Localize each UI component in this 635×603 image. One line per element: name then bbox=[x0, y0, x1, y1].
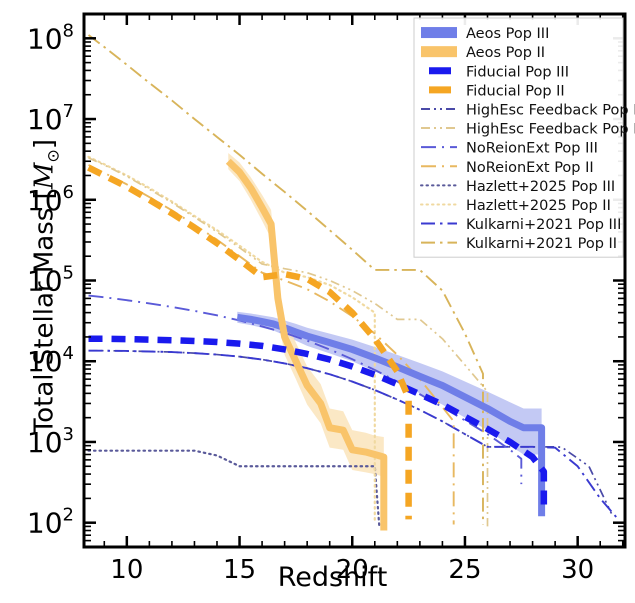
legend-label: Aeos Pop III bbox=[466, 26, 549, 42]
legend-label: NoReionExt Pop III bbox=[466, 141, 598, 157]
legend-label: Fiducial Pop II bbox=[466, 83, 565, 99]
legend-label: Fiducial Pop III bbox=[466, 64, 569, 80]
y-tick-label: 108 bbox=[27, 20, 74, 55]
legend-label: Aeos Pop II bbox=[466, 45, 545, 61]
y-tick-label: 107 bbox=[27, 101, 74, 136]
legend-swatch-band bbox=[421, 27, 457, 39]
legend-label: Kulkarni+2021 Pop III bbox=[466, 217, 621, 233]
band-aeos-pop-iii bbox=[237, 311, 542, 523]
curve-fiducial-pop-ii bbox=[87, 164, 412, 520]
curve-aeos-pop-ii bbox=[225, 158, 388, 531]
legend-frame bbox=[413, 17, 624, 258]
legend-group: Aeos Pop III Aeos Pop II Fiducial Pop III F… bbox=[413, 17, 635, 258]
y-axis-label: Total Stellar Mass [M⊙] bbox=[29, 139, 63, 435]
legend-swatch-band bbox=[421, 46, 457, 58]
x-tick-label: 20 bbox=[336, 555, 369, 585]
x-tick-label: 25 bbox=[448, 555, 481, 585]
band-aeos-pop-ii bbox=[228, 152, 384, 541]
x-axis-label: Redshift bbox=[277, 562, 388, 593]
legend-label: HighEsc Feedback Pop II bbox=[466, 122, 635, 138]
uncertainty-bands bbox=[228, 152, 542, 541]
curve-hazlett-2025-pop-ii bbox=[87, 155, 376, 524]
curve-aeos-pop-iii bbox=[236, 313, 546, 517]
curve-fiducial-pop-iii bbox=[88, 335, 548, 514]
curve-kulkarni-2021-pop-iii bbox=[88, 349, 619, 520]
x-tick-label: 15 bbox=[223, 555, 256, 585]
legend-label: Hazlett+2025 Pop II bbox=[466, 198, 611, 214]
legend-label: Hazlett+2025 Pop III bbox=[466, 179, 615, 195]
data-curves bbox=[87, 34, 619, 531]
legend-label: HighEsc Feedback Pop III bbox=[466, 102, 635, 118]
curve-kulkarni-2021-pop-ii bbox=[87, 34, 484, 525]
curve-noreionext-pop-iii bbox=[88, 294, 523, 485]
y-axis-label-subscript: ⊙ bbox=[43, 149, 63, 163]
curve-highesc-feedback-pop-ii bbox=[88, 157, 489, 527]
legend-label: Kulkarni+2021 Pop II bbox=[466, 236, 617, 252]
x-tick-label: 30 bbox=[561, 555, 594, 585]
legend-label: NoReionExt Pop II bbox=[466, 160, 594, 176]
y-axis-label-symbol: M bbox=[29, 162, 60, 190]
x-tick-label: 10 bbox=[110, 555, 143, 585]
y-tick-label: 102 bbox=[27, 505, 74, 540]
curve-noreionext-pop-ii bbox=[88, 164, 455, 525]
y-tick-label: 104 bbox=[27, 343, 74, 378]
